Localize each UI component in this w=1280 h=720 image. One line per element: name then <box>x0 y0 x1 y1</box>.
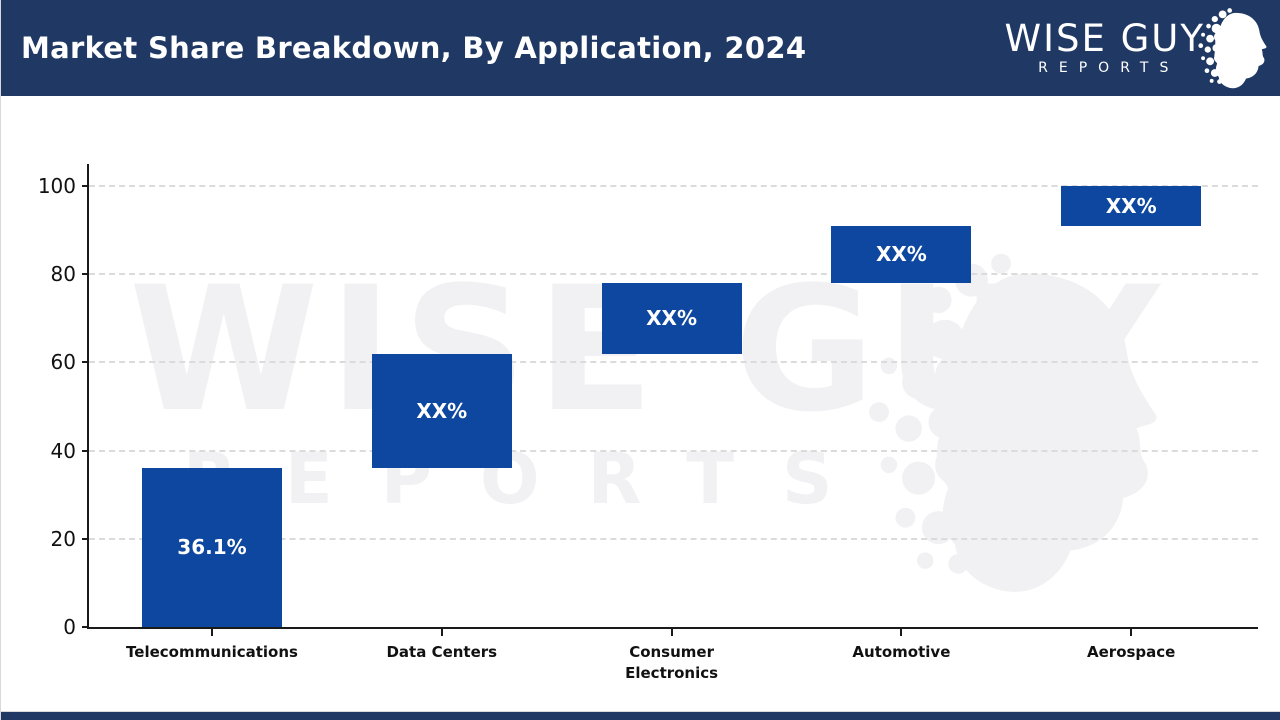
x-category-label-consumer-electronics: Consumer Electronics <box>625 643 719 682</box>
bar-value-label: XX% <box>875 242 927 267</box>
y-tick-40 <box>82 449 89 452</box>
bar-value-label: XX% <box>1105 193 1157 218</box>
y-tick-20 <box>82 537 89 540</box>
logo-wordmark: WISE GUY <box>1004 17 1205 61</box>
y-tick-60 <box>82 361 89 364</box>
chart-plot: WISE GUY REPORTS 02040608010036.1%Teleco… <box>1 96 1280 712</box>
x-tick-aerospace <box>1130 629 1133 636</box>
footer-divider <box>1 711 1280 712</box>
y-axis-line <box>87 164 89 629</box>
bar-value-label: XX% <box>646 306 698 331</box>
y-tick-80 <box>82 273 89 276</box>
y-tick-100 <box>82 185 89 187</box>
gridline-60 <box>89 361 1258 364</box>
x-category-label-telecommunications: Telecommunications <box>126 643 298 661</box>
header-bar: Market Share Breakdown, By Application, … <box>1 0 1280 96</box>
x-category-label-data-centers: Data Centers <box>386 643 498 661</box>
bar-value-label: 36.1% <box>177 535 247 560</box>
x-tick-consumer-electronics <box>670 629 673 636</box>
x-tick-telecommunications <box>211 629 213 636</box>
x-category-label-aerospace: Aerospace <box>1087 643 1176 661</box>
gridline-40 <box>89 449 1258 452</box>
watermark-subtitle: REPORTS <box>183 438 881 520</box>
gridline-100 <box>89 185 1258 187</box>
logo-text: WISE GUY REPORTS <box>1004 17 1205 76</box>
gridline-20 <box>89 537 1258 540</box>
bar-automotive: XX% <box>831 225 972 284</box>
x-tick-data-centers <box>440 629 443 636</box>
chart-title: Market Share Breakdown, By Application, … <box>21 31 807 65</box>
wise-guy-logo: WISE GUY REPORTS <box>1005 4 1275 92</box>
watermark-head-icon <box>869 253 1157 592</box>
y-tick-label-20: 20 <box>50 526 76 551</box>
logo-subtitle: REPORTS <box>1038 59 1180 76</box>
y-tick-label-80: 80 <box>50 262 76 287</box>
x-axis-line <box>87 627 1258 629</box>
bar-telecommunications: 36.1% <box>142 467 282 627</box>
bar-aerospace: XX% <box>1061 186 1202 226</box>
y-tick-label-60: 60 <box>50 350 76 375</box>
x-tick-automotive <box>900 629 903 636</box>
y-tick-0 <box>82 626 89 628</box>
bar-value-label: XX% <box>416 398 468 423</box>
bar-data-centers: XX% <box>371 353 512 468</box>
y-tick-label-100: 100 <box>37 174 76 198</box>
gridline-80 <box>89 273 1258 276</box>
bar-consumer-electronics: XX% <box>601 283 742 354</box>
y-tick-label-40: 40 <box>50 438 76 463</box>
footer-accent-bar <box>1 712 1280 720</box>
x-category-label-automotive: Automotive <box>852 643 951 661</box>
y-tick-label-0: 0 <box>63 615 76 639</box>
